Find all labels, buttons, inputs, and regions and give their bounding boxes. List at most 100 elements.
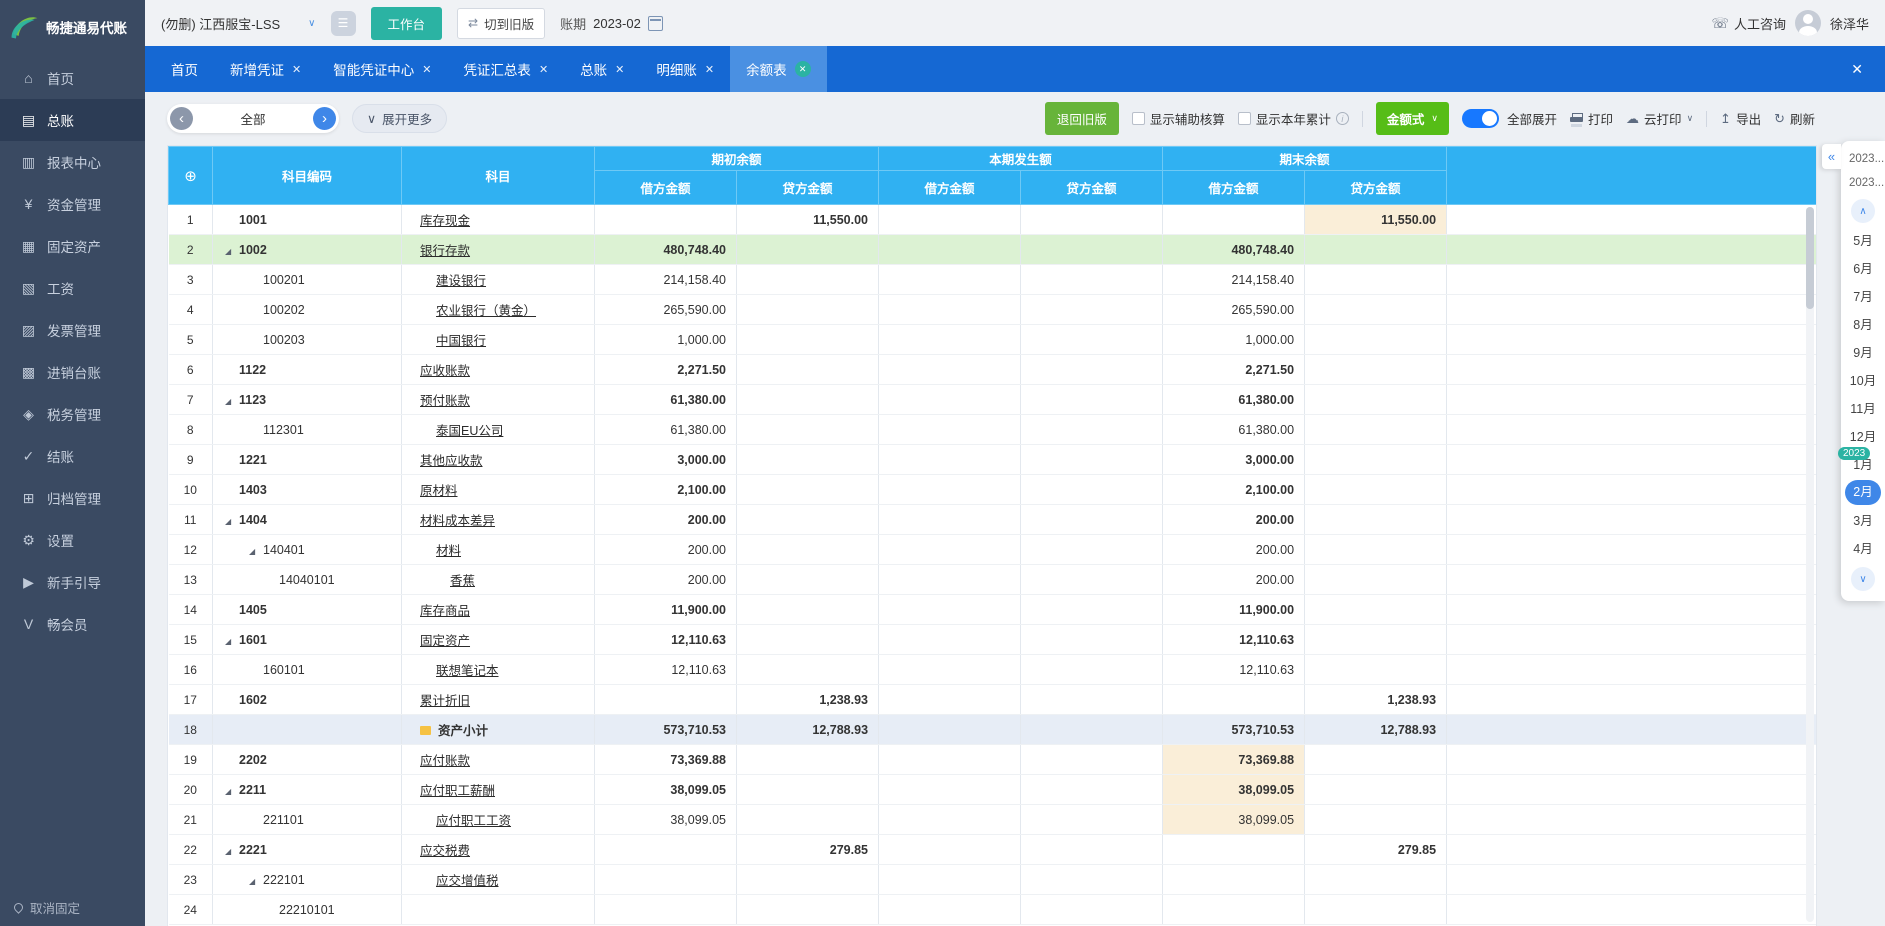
expand-triangle-icon[interactable]: ◢	[225, 636, 232, 646]
month-item-5[interactable]: 10月	[1849, 374, 1877, 388]
table-row[interactable]: 10 1403 原材料 2,100.00 2,100.00	[168, 474, 1816, 505]
expand-triangle-icon[interactable]: ◢	[225, 516, 232, 526]
col-name-header[interactable]: 科目	[401, 146, 595, 205]
table-row[interactable]: 12 ◢ 140401 材料 200.00 200.00	[168, 534, 1816, 565]
show-ytd-checkbox[interactable]: 显示本年累计 i	[1237, 109, 1349, 128]
workbench-button[interactable]: 工作台	[370, 6, 443, 40]
account-link[interactable]: 联想笔记本	[436, 664, 499, 678]
username[interactable]: 徐泽华	[1829, 16, 1869, 32]
show-aux-checkbox[interactable]: 显示辅助核算	[1131, 109, 1225, 128]
unpin-button[interactable]: 取消固定	[0, 888, 145, 926]
account-link[interactable]: 累计折旧	[420, 694, 471, 708]
tab-close-icon[interactable]: ✕	[794, 61, 811, 77]
table-row[interactable]: 2 ◢ 1002 银行存款 480,748.40 480,748.40	[168, 234, 1816, 265]
expand-period-panel-button[interactable]: «	[1822, 144, 1841, 169]
sidebar-item-7[interactable]: ▩ 进销台账	[0, 351, 145, 393]
account-link[interactable]: 中国银行	[436, 334, 487, 348]
table-row[interactable]: 1 1001 库存现金 11,550.00 11,550.00	[168, 204, 1816, 235]
table-row[interactable]: 5 100203 中国银行 1,000.00 1,000.00	[168, 324, 1816, 355]
account-link[interactable]: 银行存款	[420, 244, 471, 258]
sidebar-item-0[interactable]: ⌂ 首页	[0, 57, 145, 99]
table-row[interactable]: 21 221101 应付职工工资 38,099.05 38,099.05	[168, 804, 1816, 835]
table-row[interactable]: 4 100202 农业银行（黄金） 265,590.00 265,590.00	[168, 294, 1816, 325]
tab-3[interactable]: 凭证汇总表 ✕	[447, 46, 564, 92]
month-item-11[interactable]: 4月	[1853, 542, 1873, 556]
table-row[interactable]: 22 ◢ 2221 应交税费 279.85 279.85	[168, 834, 1816, 865]
table-row[interactable]: 7 ◢ 1123 预付账款 61,380.00 61,380.00	[168, 384, 1816, 415]
account-link[interactable]: 应收账款	[420, 364, 471, 378]
table-row[interactable]: 15 ◢ 1601 固定资产 12,110.63 12,110.63	[168, 624, 1816, 655]
table-row[interactable]: 17 1602 累计折旧 1,238.93 1,238.93	[168, 684, 1816, 715]
month-item-3[interactable]: 8月	[1853, 318, 1873, 332]
account-filter[interactable]: ‹ 全部 ›	[167, 104, 339, 133]
sidebar-item-8[interactable]: ◈ 税务管理	[0, 393, 145, 435]
calendar-icon[interactable]	[647, 15, 663, 31]
table-row[interactable]: 8 112301 泰国EU公司 61,380.00 61,380.00	[168, 414, 1816, 445]
expand-triangle-icon[interactable]: ◢	[225, 786, 232, 796]
account-link[interactable]: 原材料	[420, 484, 458, 498]
sidebar-item-5[interactable]: ▧ 工资	[0, 267, 145, 309]
avatar[interactable]	[1794, 10, 1821, 36]
sidebar-item-2[interactable]: ▥ 报表中心	[0, 141, 145, 183]
month-item-1[interactable]: 6月	[1853, 262, 1873, 276]
month-item-0[interactable]: 5月	[1853, 234, 1873, 248]
tab-close-icon[interactable]: ✕	[538, 63, 549, 76]
year-item-0[interactable]: 2023...	[1849, 153, 1884, 165]
tab-close-icon[interactable]: ✕	[704, 63, 715, 76]
circle-plus-icon[interactable]: ⊕	[184, 167, 197, 185]
next-icon[interactable]: ›	[312, 107, 336, 130]
expand-more-button[interactable]: ∨ 展开更多	[352, 104, 448, 133]
scrollbar-thumb[interactable]	[1806, 207, 1814, 309]
tab-5[interactable]: 明细账 ✕	[640, 46, 730, 92]
export-button[interactable]: ↥ 导出	[1720, 110, 1762, 128]
switch-old-version-button[interactable]: ⇄ 切到旧版	[457, 7, 546, 39]
tab-4[interactable]: 总账 ✕	[564, 46, 640, 92]
table-row[interactable]: 6 1122 应收账款 2,271.50 2,271.50	[168, 354, 1816, 385]
tab-0[interactable]: 首页	[155, 46, 214, 92]
account-link[interactable]: 应交税费	[420, 844, 471, 858]
expand-triangle-icon[interactable]: ◢	[249, 546, 256, 556]
table-row[interactable]: 23 ◢ 222101 应交增值税	[168, 864, 1816, 895]
col-code-header[interactable]: 科目编码	[212, 146, 402, 205]
sidebar-item-1[interactable]: ▤ 总账	[0, 99, 145, 141]
account-link[interactable]: 其他应收款	[420, 454, 483, 468]
company-select[interactable]: (勿删) 江西服宝-LSS ∨	[161, 14, 316, 33]
month-item-6[interactable]: 11月	[1850, 402, 1876, 416]
year-item-1[interactable]: 2023...	[1849, 177, 1884, 189]
tab-close-icon[interactable]: ✕	[615, 63, 625, 76]
expand-triangle-icon[interactable]: ◢	[249, 876, 256, 886]
tab-close-icon[interactable]: ✕	[422, 63, 432, 76]
account-link[interactable]: 香蕉	[450, 574, 476, 588]
period-value[interactable]: 2023-02	[593, 15, 641, 31]
account-link[interactable]: 农业银行（黄金）	[436, 304, 537, 318]
refresh-button[interactable]: ↻ 刷新	[1774, 110, 1815, 128]
table-row[interactable]: 19 2202 应付账款 73,369.88 73,369.88	[168, 744, 1816, 775]
month-item-7[interactable]: 12月	[1849, 430, 1877, 444]
account-link[interactable]: 预付账款	[420, 394, 471, 408]
sidebar-item-6[interactable]: ▨ 发票管理	[0, 309, 145, 351]
account-link[interactable]: 应付职工薪酬	[420, 784, 496, 798]
month-item-10[interactable]: 3月	[1853, 514, 1873, 528]
tab-2[interactable]: 智能凭证中心 ✕	[317, 46, 447, 92]
sidebar-item-9[interactable]: ✓ 结账	[0, 435, 145, 477]
month-item-8[interactable]: 1月	[1853, 458, 1873, 472]
sidebar-item-10[interactable]: ⊞ 归档管理	[0, 477, 145, 519]
sidebar-item-4[interactable]: ▦ 固定资产	[0, 225, 145, 267]
table-row[interactable]: 20 ◢ 2211 应付职工薪酬 38,099.05 38,099.05	[168, 774, 1816, 805]
month-item-9[interactable]: 2月	[1845, 480, 1881, 505]
consult-button[interactable]: ☏ 人工咨询	[1711, 14, 1786, 32]
table-row[interactable]: 24 22210101	[168, 894, 1816, 925]
account-link[interactable]: 库存现金	[420, 214, 471, 228]
back-to-old-button[interactable]: 退回旧版	[1044, 102, 1119, 135]
tab-1[interactable]: 新增凭证 ✕	[214, 46, 317, 92]
account-link[interactable]: 材料成本差异	[420, 514, 496, 528]
account-link[interactable]: 材料	[436, 544, 462, 558]
sidebar-item-12[interactable]: ▶ 新手引导	[0, 561, 145, 603]
scroll-down-icon[interactable]: ∨	[1851, 567, 1875, 591]
sidebar-item-3[interactable]: ¥ 资金管理	[0, 183, 145, 225]
table-row[interactable]: 3 100201 建设银行 214,158.40 214,158.40	[168, 264, 1816, 295]
table-row[interactable]: 14 1405 库存商品 11,900.00 11,900.00	[168, 594, 1816, 625]
expand-triangle-icon[interactable]: ◢	[225, 246, 232, 256]
expand-all-toggle[interactable]	[1462, 109, 1500, 128]
amount-style-button[interactable]: 金额式 ∨	[1375, 102, 1450, 135]
